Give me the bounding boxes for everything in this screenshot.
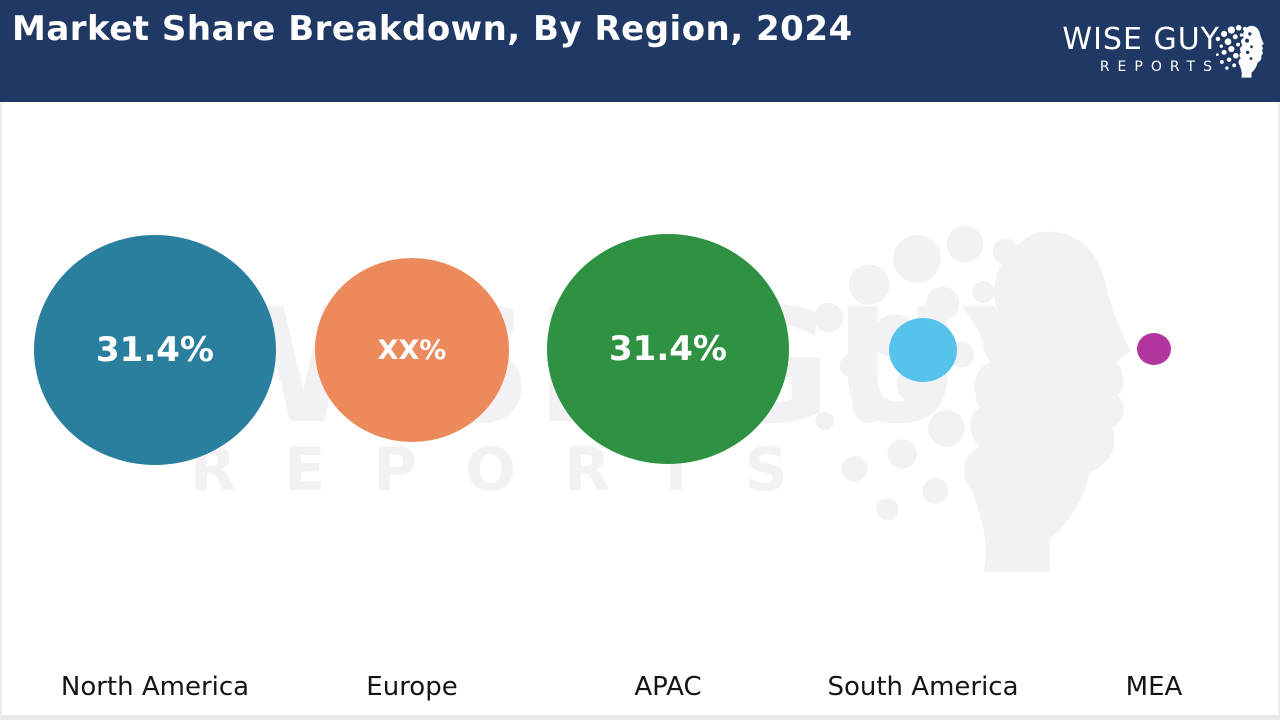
page-title: Market Share Breakdown, By Region, 2024 [12,9,853,49]
bubble-south-america[interactable] [889,318,957,382]
bubble-value-label: 31.4% [96,330,214,370]
bubble-value-label: 31.4% [609,329,727,369]
brand-subtitle: REPORTS [1099,58,1220,75]
bubble-north-america[interactable]: 31.4% [34,235,276,465]
brand-logo: WISE GUY REPORTS [1062,12,1270,90]
bubble-europe[interactable]: XX% [315,258,509,442]
category-label-europe: Europe [366,672,458,702]
header-bar: Market Share Breakdown, By Region, 2024 … [0,0,1280,102]
category-label-apac: APAC [634,672,702,702]
bubble-value-label: XX% [377,334,447,366]
bubble-chart: WISE GUY REPORTS 31.4% XX% 31.4% [2,102,1280,715]
category-label-south-america: South America [827,672,1019,702]
bubble-apac[interactable]: 31.4% [547,234,789,464]
watermark-head-graphic [813,225,1131,572]
category-label-mea: MEA [1125,672,1183,702]
brand-name: WISE GUY [1062,22,1220,57]
watermark-text-line2: REPORTS [190,435,836,505]
wise-guy-head-icon [1215,24,1264,78]
brand-logo-text: WISE GUY REPORTS [1062,24,1220,75]
category-label-north-america: North America [60,672,250,702]
bubble-mea[interactable] [1137,333,1171,365]
bottom-border-strip [2,715,1280,720]
